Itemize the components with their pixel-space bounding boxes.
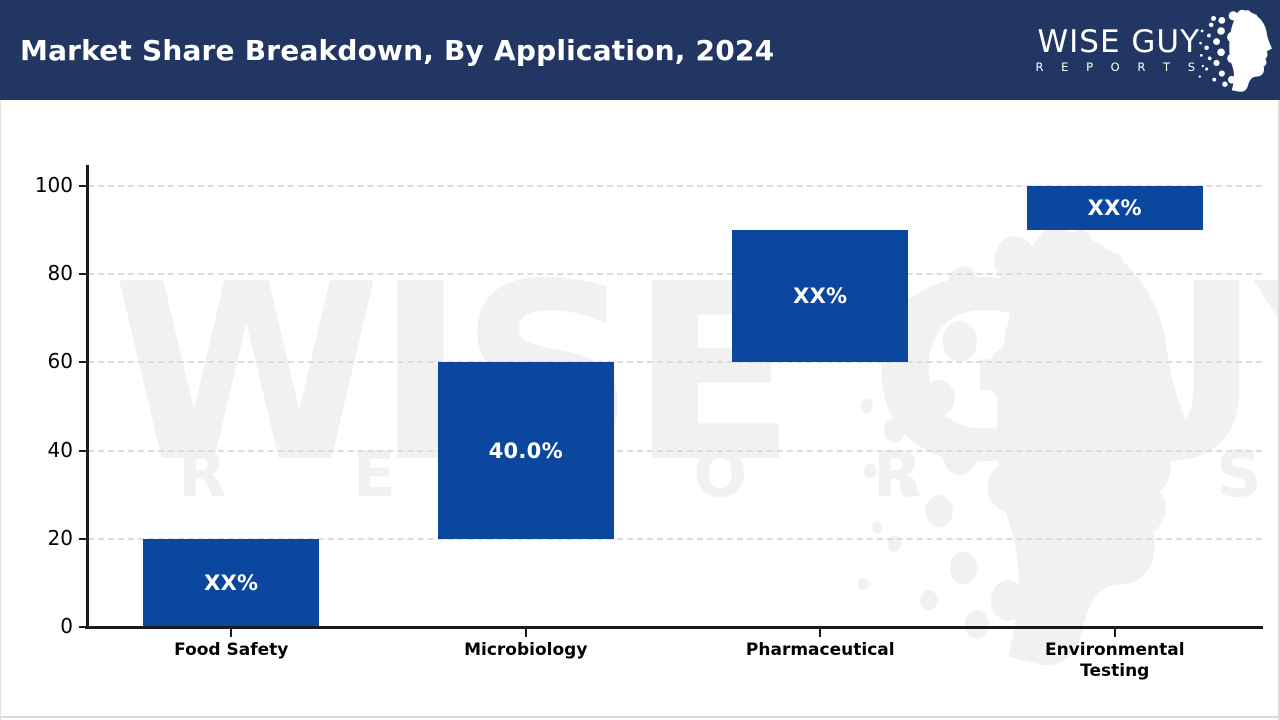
x-category-label-environmental-testing: Environmental Testing bbox=[1044, 640, 1185, 681]
y-axis-tick bbox=[79, 449, 88, 452]
y-tick-label: 40 bbox=[47, 437, 73, 462]
brand-subtitle: R E P O R T S bbox=[1035, 59, 1202, 74]
y-tick-label: 60 bbox=[47, 349, 73, 374]
gridline bbox=[88, 361, 1262, 364]
y-axis-tick bbox=[79, 361, 88, 364]
y-tick-label: 80 bbox=[47, 261, 73, 286]
bar-value-label: 40.0% bbox=[488, 438, 563, 463]
x-axis-tick bbox=[524, 629, 527, 637]
bar-environmental-testing: XX% bbox=[1026, 186, 1203, 231]
x-axis-tick bbox=[819, 629, 822, 637]
y-axis-tick bbox=[79, 273, 88, 276]
logo-dot bbox=[1239, 14, 1244, 19]
x-axis-tick bbox=[230, 629, 233, 637]
y-axis-tick bbox=[79, 537, 88, 540]
y-tick-label: 100 bbox=[34, 173, 73, 197]
brand-name: WISE GUY bbox=[1037, 24, 1201, 61]
gridline bbox=[88, 449, 1262, 452]
y-axis-tick bbox=[79, 185, 88, 187]
x-category-label-food-safety: Food Safety bbox=[174, 640, 289, 660]
bar-value-label: XX% bbox=[204, 570, 259, 595]
y-axis-line bbox=[86, 165, 89, 627]
brand-logo-text: WISE GUY R E P O R T S bbox=[1035, 14, 1244, 74]
gridline bbox=[88, 185, 1262, 187]
header-bar: Market Share Breakdown, By Application, … bbox=[0, 0, 1280, 100]
x-axis-tick bbox=[1113, 629, 1116, 637]
chart-title: Market Share Breakdown, By Application, … bbox=[20, 33, 775, 67]
x-axis-line bbox=[85, 626, 1263, 629]
logo-dot bbox=[1211, 16, 1216, 21]
y-tick-label: 20 bbox=[47, 525, 73, 550]
bar-value-label: XX% bbox=[1087, 196, 1142, 221]
bar-microbiology: 40.0% bbox=[437, 362, 614, 539]
left-border-line bbox=[0, 0, 1, 720]
bar-pharmaceutical: XX% bbox=[732, 230, 909, 363]
gridline bbox=[88, 273, 1262, 276]
x-category-label-microbiology: Microbiology bbox=[464, 640, 588, 660]
y-axis-tick bbox=[79, 626, 88, 628]
bar-value-label: XX% bbox=[793, 284, 848, 309]
gridline bbox=[88, 537, 1262, 540]
bar-food-safety: XX% bbox=[143, 538, 320, 627]
x-category-label-pharmaceutical: Pharmaceutical bbox=[745, 640, 895, 660]
brand-logo: WISE GUY R E P O R T S bbox=[1036, 6, 1273, 94]
right-border-line bbox=[1278, 0, 1280, 720]
bottom-border-line bbox=[0, 716, 1280, 718]
logo-dotted-face-icon bbox=[1196, 7, 1272, 93]
y-tick-label: 0 bbox=[60, 614, 73, 638]
